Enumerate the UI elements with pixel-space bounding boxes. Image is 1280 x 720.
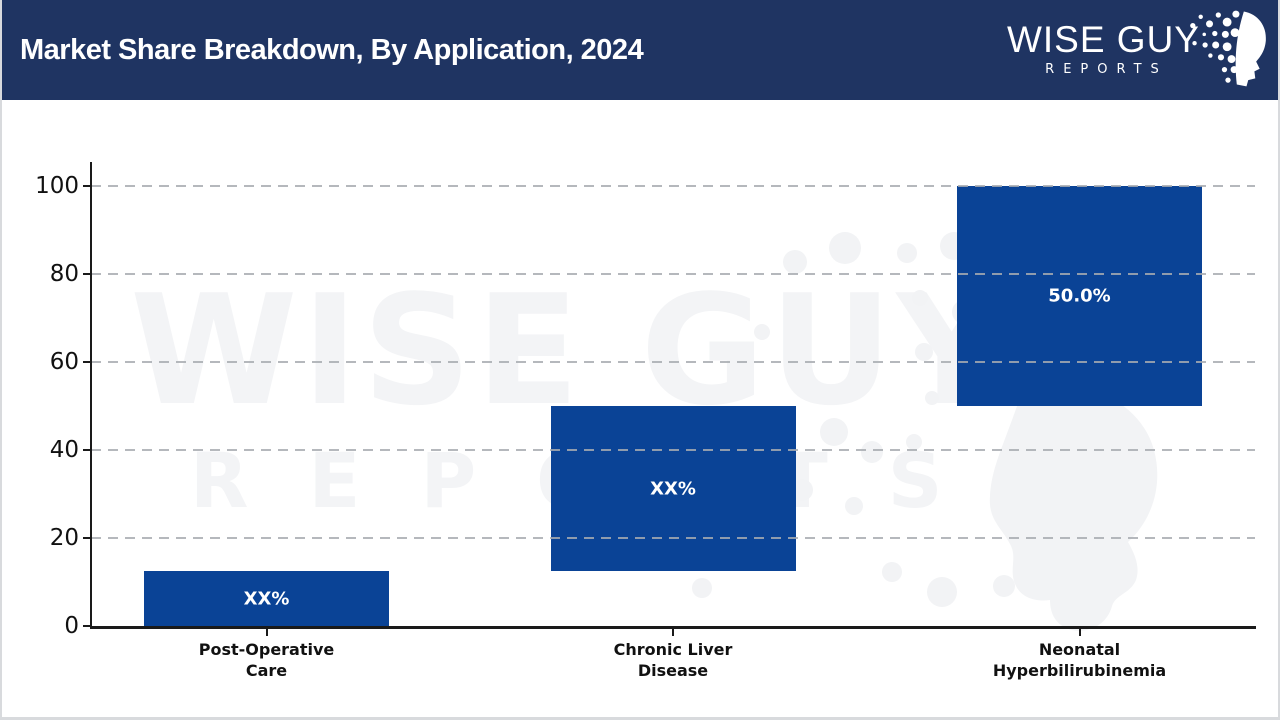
logo-reports-text: REPORTS: [1045, 62, 1168, 77]
y-tick-label-60: 60: [49, 349, 79, 375]
y-tick-60: [83, 361, 90, 363]
y-tick-20: [83, 537, 90, 539]
x-category-label-1: Post-Operative Care: [198, 640, 335, 680]
y-tick-label-20: 20: [49, 525, 79, 551]
x-tick-3: [1078, 628, 1081, 636]
logo-wiseguy-text: WISE GUY: [1006, 19, 1200, 60]
x-category-label-3: Neonatal Hyperbilirubinemia: [992, 640, 1167, 680]
y-tick-0: [83, 625, 90, 627]
x-category-label-2: Chronic Liver Disease: [613, 640, 733, 680]
brand-logo: WISE GUY REPORTS: [1007, 6, 1268, 96]
bar-segment-1: [144, 571, 389, 626]
gridline-100: [91, 185, 1255, 187]
bar-value-label-1: XX%: [243, 588, 290, 609]
bar-value-label-3: 50.0%: [1048, 285, 1111, 307]
bar-value-label-2: XX%: [650, 478, 696, 499]
bar-segment-2: [550, 406, 796, 571]
header-bar: Market Share Breakdown, By Application, …: [2, 0, 1278, 100]
y-tick-label-40: 40: [49, 437, 79, 463]
y-tick-100: [83, 185, 90, 187]
logo-face-icon: [1190, 10, 1266, 87]
x-tick-2: [672, 628, 674, 636]
gridline-60: [91, 361, 1255, 363]
y-tick-label-100: 100: [35, 173, 79, 199]
gridline-80: [91, 273, 1255, 275]
page-title: Market Share Breakdown, By Application, …: [20, 33, 644, 66]
x-tick-1: [265, 628, 268, 636]
y-tick-label-80: 80: [49, 261, 79, 287]
y-tick-80: [83, 273, 90, 275]
y-tick-40: [83, 449, 90, 451]
bar-segment-3: [957, 186, 1202, 406]
y-axis-line: [90, 162, 92, 628]
x-axis-line: [90, 626, 1256, 629]
gridline-40: [91, 449, 1255, 451]
y-tick-label-0: 0: [64, 613, 79, 639]
gridline-20: [91, 537, 1255, 539]
